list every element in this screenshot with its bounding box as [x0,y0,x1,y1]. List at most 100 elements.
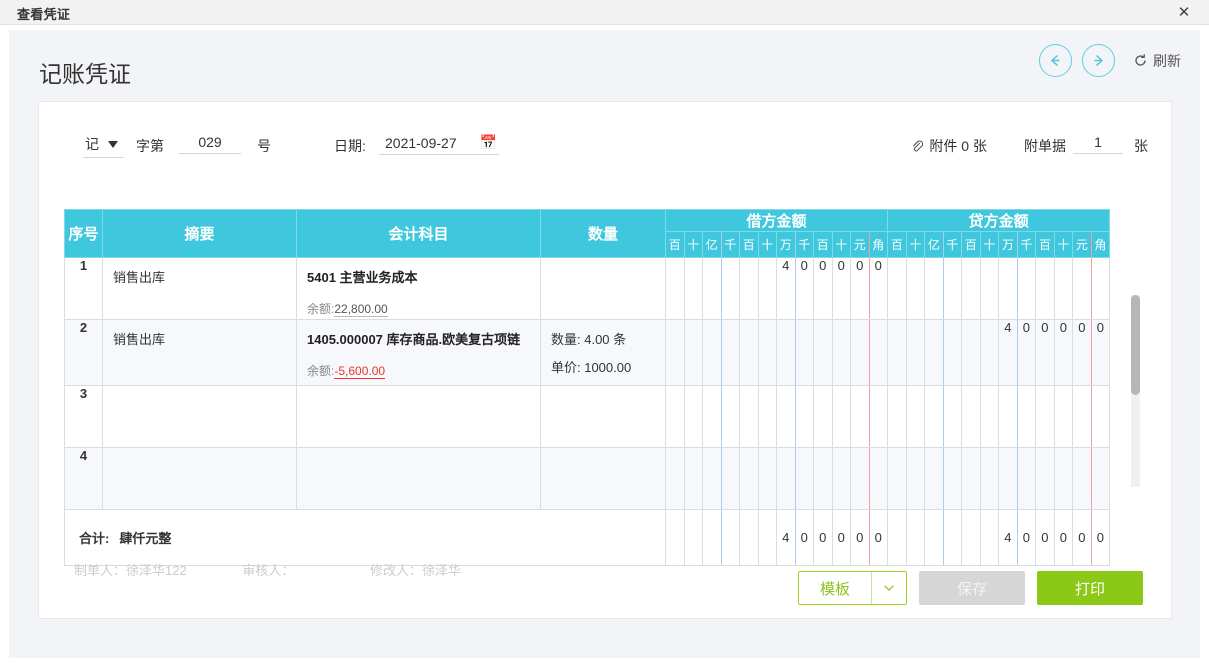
amount-digit-debit-r3-c0[interactable] [665,447,685,510]
amount-digit-debit-r2-c9[interactable] [831,385,851,448]
template-button[interactable]: 模板 [797,571,907,605]
amount-digit-credit-r0-c10[interactable] [1072,257,1092,320]
row-quantity[interactable]: 数量: 4.00 条单价: 1000.00 [540,319,666,386]
amount-digit-debit-r1-c6[interactable] [776,319,796,386]
row-account[interactable]: 1405.000007 库存商品.欧美复古项链 余额:-5,600.00 [296,319,541,386]
amount-digit-credit-r1-c7[interactable]: 0 [1016,319,1037,386]
amount-digit-credit-r1-c8[interactable]: 0 [1035,319,1055,386]
amount-digit-debit-r1-c0[interactable] [665,319,685,386]
amount-digit-credit-r2-c0[interactable] [887,385,907,448]
amount-digit-debit-r2-c6[interactable] [776,385,796,448]
amount-digit-credit-r2-c6[interactable] [998,385,1018,448]
amount-digit-debit-r3-c8[interactable] [813,447,833,510]
amount-digit-credit-r0-c7[interactable] [1016,257,1037,320]
amount-digit-debit-r0-c5[interactable] [757,257,777,320]
row-quantity[interactable] [540,447,666,510]
amount-digit-debit-r1-c10[interactable] [850,319,870,386]
amount-digit-debit-r1-c7[interactable] [794,319,814,386]
chevron-down-icon[interactable] [872,584,906,592]
amount-digit-debit-r2-c7[interactable] [794,385,814,448]
amount-digit-debit-r1-c5[interactable] [757,319,777,386]
amount-digit-credit-r0-c9[interactable] [1053,257,1074,320]
amount-digit-credit-r1-c9[interactable]: 0 [1053,319,1074,386]
amount-digit-credit-r1-c6[interactable]: 4 [998,319,1018,386]
amount-digit-debit-r0-c6[interactable]: 4 [776,257,796,320]
prev-voucher-button[interactable] [1039,44,1072,77]
voucher-number-input[interactable]: 029 [179,134,241,154]
amount-digit-debit-r3-c5[interactable] [757,447,777,510]
amount-digit-credit-r3-c10[interactable] [1072,447,1092,510]
amount-digit-debit-r2-c5[interactable] [757,385,777,448]
row-account[interactable]: 5401 主营业务成本 余额:22,800.00 [296,257,541,320]
row-summary[interactable] [102,447,297,510]
amount-digit-credit-r2-c7[interactable] [1016,385,1037,448]
table-row[interactable]: 3 [64,385,1111,448]
amount-digit-credit-r2-c3[interactable] [942,385,963,448]
amount-digit-credit-r0-c1[interactable] [905,257,926,320]
amount-digit-credit-r2-c1[interactable] [905,385,926,448]
amount-digit-credit-r3-c11[interactable] [1090,447,1111,510]
date-input[interactable]: 2021-09-27 📅 [379,134,499,155]
amount-digit-debit-r0-c2[interactable] [702,257,722,320]
amount-digit-credit-r0-c6[interactable] [998,257,1018,320]
amount-digit-debit-r3-c9[interactable] [831,447,851,510]
attachment-link[interactable]: 附件 0 张 [910,136,987,156]
amount-digit-credit-r0-c8[interactable] [1035,257,1055,320]
amount-digit-debit-r0-c9[interactable]: 0 [831,257,851,320]
row-summary[interactable]: 销售出库 [102,257,297,320]
amount-digit-credit-r0-c4[interactable] [961,257,981,320]
amount-digit-debit-r2-c3[interactable] [720,385,740,448]
voucher-type-select[interactable]: 记 [83,134,124,158]
amount-digit-credit-r3-c6[interactable] [998,447,1018,510]
save-button[interactable]: 保存 [919,571,1025,605]
amount-digit-credit-r3-c7[interactable] [1016,447,1037,510]
amount-digit-credit-r3-c4[interactable] [961,447,981,510]
amount-digit-credit-r0-c2[interactable] [924,257,944,320]
amount-digit-credit-r3-c8[interactable] [1035,447,1055,510]
amount-digit-credit-r3-c3[interactable] [942,447,963,510]
amount-digit-debit-r3-c6[interactable] [776,447,796,510]
amount-digit-debit-r1-c1[interactable] [683,319,703,386]
next-voucher-button[interactable] [1082,44,1115,77]
row-quantity[interactable] [540,257,666,320]
amount-digit-debit-r1-c4[interactable] [739,319,759,386]
amount-digit-credit-r1-c1[interactable] [905,319,926,386]
amount-digit-debit-r1-c9[interactable] [831,319,851,386]
amount-digit-credit-r2-c10[interactable] [1072,385,1092,448]
amount-digit-credit-r1-c5[interactable] [979,319,1000,386]
amount-digit-debit-r1-c8[interactable] [813,319,833,386]
amount-digit-debit-r3-c2[interactable] [702,447,722,510]
row-summary[interactable]: 销售出库 [102,319,297,386]
amount-digit-credit-r1-c0[interactable] [887,319,907,386]
table-scrollbar[interactable] [1131,295,1140,487]
amount-digit-credit-r1-c3[interactable] [942,319,963,386]
amount-digit-credit-r3-c5[interactable] [979,447,1000,510]
close-icon[interactable]: ✕ [1177,3,1191,21]
amount-digit-credit-r2-c9[interactable] [1053,385,1074,448]
amount-digit-debit-r0-c0[interactable] [665,257,685,320]
amount-digit-debit-r2-c11[interactable] [868,385,889,448]
amount-digit-debit-r2-c2[interactable] [702,385,722,448]
table-row[interactable]: 4 [64,447,1111,510]
amount-digit-debit-r3-c4[interactable] [739,447,759,510]
amount-digit-credit-r0-c11[interactable] [1090,257,1111,320]
amount-digit-debit-r1-c11[interactable] [868,319,889,386]
amount-digit-debit-r2-c10[interactable] [850,385,870,448]
amount-digit-credit-r3-c2[interactable] [924,447,944,510]
amount-digit-debit-r0-c10[interactable]: 0 [850,257,870,320]
row-summary[interactable] [102,385,297,448]
amount-digit-credit-r3-c1[interactable] [905,447,926,510]
amount-digit-debit-r1-c2[interactable] [702,319,722,386]
amount-digit-debit-r0-c7[interactable]: 0 [794,257,814,320]
row-account[interactable] [296,447,541,510]
amount-digit-debit-r3-c10[interactable] [850,447,870,510]
row-account[interactable] [296,385,541,448]
amount-digit-debit-r1-c3[interactable] [720,319,740,386]
amount-digit-credit-r2-c8[interactable] [1035,385,1055,448]
table-scrollbar-thumb[interactable] [1131,295,1140,395]
row-quantity[interactable] [540,385,666,448]
amount-digit-credit-r1-c11[interactable]: 0 [1090,319,1111,386]
amount-digit-credit-r2-c2[interactable] [924,385,944,448]
amount-digit-debit-r3-c1[interactable] [683,447,703,510]
table-row[interactable]: 1 销售出库 5401 主营业务成本 余额:22,800.00 4 0 0 0 0 0 [64,257,1111,320]
